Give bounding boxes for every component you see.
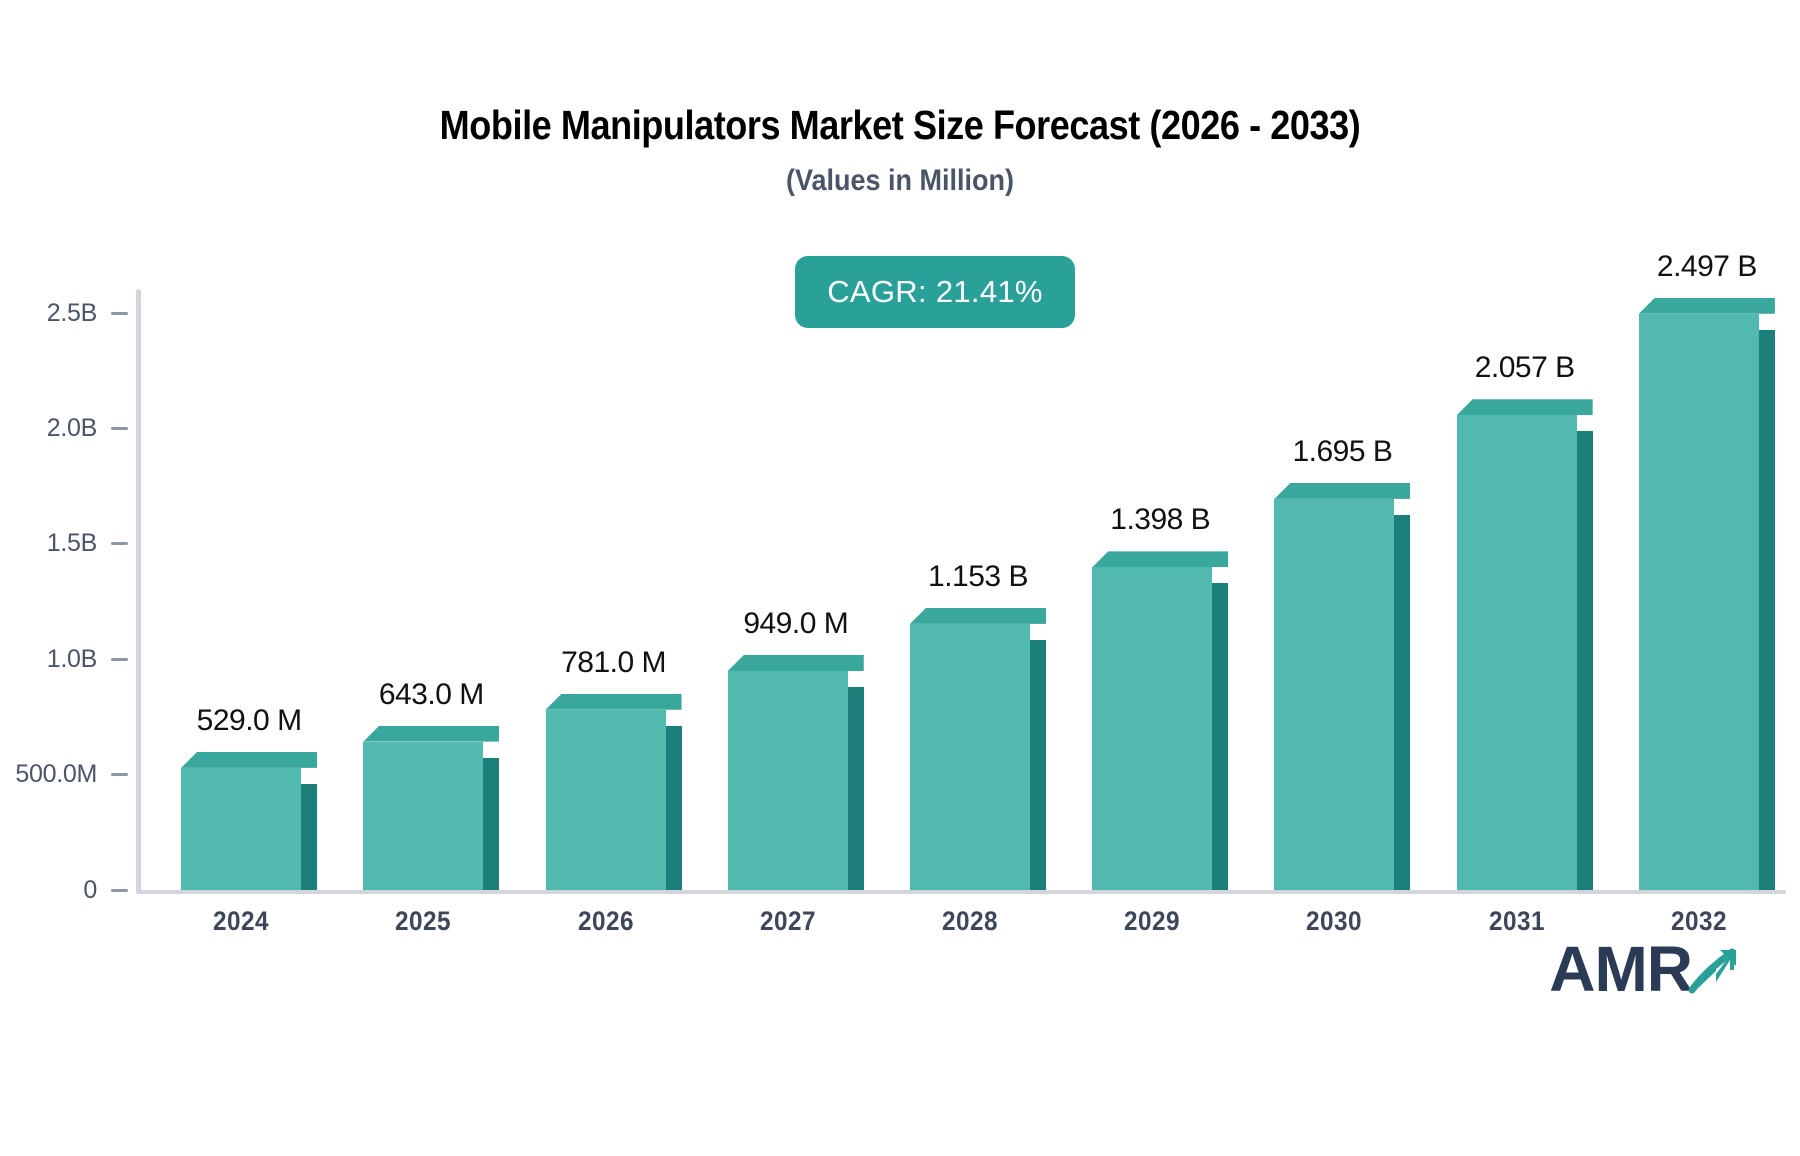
bar-column[interactable]: 1.398 B bbox=[1092, 503, 1229, 890]
cagr-badge: CAGR: 21.41% bbox=[795, 256, 1075, 328]
bar-top-face bbox=[910, 607, 1046, 624]
bar-front-face bbox=[1092, 567, 1213, 890]
bar-front-face bbox=[910, 623, 1030, 890]
x-axis-tick-label: 2032 bbox=[1670, 906, 1727, 936]
chart-header: Mobile Manipulators Market Size Forecast… bbox=[0, 105, 1800, 198]
x-axis-tick-label: 2030 bbox=[1306, 906, 1363, 936]
bar-column[interactable]: 1.695 B bbox=[1274, 435, 1411, 890]
bar-side-face bbox=[301, 783, 318, 890]
bar-value-label: 529.0 M bbox=[196, 703, 302, 737]
x-axis-tick-label: 2028 bbox=[942, 906, 998, 936]
x-axis-tick-label: 2031 bbox=[1488, 906, 1545, 936]
y-axis-tick-mark bbox=[111, 542, 128, 546]
y-axis-tick-mark bbox=[111, 311, 128, 315]
bar-top-face bbox=[1092, 551, 1229, 568]
bar-side-face bbox=[1758, 329, 1775, 890]
bar-top-face bbox=[727, 655, 864, 671]
page-title: Mobile Manipulators Market Size Forecast… bbox=[439, 102, 1361, 148]
amr-logo-text: AMR bbox=[1549, 933, 1693, 1005]
bar-value-label: 643.0 M bbox=[378, 677, 484, 711]
bar-column[interactable]: 781.0 M bbox=[545, 646, 682, 890]
bar-side-face bbox=[847, 687, 864, 890]
chart-subtitle: (Values in Million) bbox=[785, 164, 1015, 197]
x-axis-tick-label: 2025 bbox=[395, 906, 452, 936]
bar-front-face bbox=[545, 709, 666, 890]
bar-column[interactable]: 643.0 M bbox=[363, 678, 500, 890]
bar-column[interactable]: 2.057 B bbox=[1456, 351, 1593, 890]
y-axis-tick-label: 1.5B bbox=[46, 529, 98, 558]
bar-top-face bbox=[1274, 482, 1411, 499]
x-axis-tick-label: 2026 bbox=[577, 906, 634, 936]
bar-front-face bbox=[1638, 313, 1759, 890]
x-axis-tick-label: 2029 bbox=[1124, 906, 1181, 936]
y-axis-tick-mark bbox=[111, 657, 128, 661]
bar-column[interactable]: 2.497 B bbox=[1638, 250, 1775, 890]
bar-top-face bbox=[363, 725, 500, 742]
y-axis-tick-mark bbox=[111, 773, 128, 777]
bar-side-face bbox=[1394, 514, 1411, 890]
y-axis-tick-mark bbox=[111, 426, 128, 430]
bar-top-face bbox=[181, 751, 318, 768]
bar-front-face bbox=[363, 741, 484, 890]
y-axis-tick-label: 2.0B bbox=[46, 413, 98, 442]
bar-side-face bbox=[665, 725, 682, 890]
bar-value-label: 1.153 B bbox=[928, 559, 1028, 593]
x-axis-spine bbox=[136, 890, 1786, 894]
bar-value-label: 1.695 B bbox=[1292, 434, 1393, 468]
bar-front-face bbox=[1274, 498, 1395, 890]
x-axis-tick-label: 2024 bbox=[213, 906, 270, 936]
bar-side-face bbox=[1030, 639, 1046, 890]
bar-value-label: 781.0 M bbox=[561, 645, 666, 679]
y-axis-tick-label: 0 bbox=[83, 875, 97, 904]
amr-logo: AMR bbox=[1549, 932, 1738, 1006]
bar-value-label: 949.0 M bbox=[743, 607, 849, 640]
bar-front-face bbox=[181, 767, 302, 890]
y-axis-spine bbox=[136, 289, 141, 894]
bar-column[interactable]: 949.0 M bbox=[727, 607, 864, 890]
bar-value-label: 1.398 B bbox=[1110, 503, 1211, 537]
bar-front-face bbox=[727, 671, 848, 890]
y-axis-tick-label: 2.5B bbox=[46, 298, 98, 327]
bar-side-face bbox=[483, 757, 500, 890]
bar-value-label: 2.497 B bbox=[1656, 249, 1757, 283]
y-axis-tick-mark bbox=[111, 888, 128, 892]
bar-value-label: 2.057 B bbox=[1474, 351, 1575, 385]
y-axis-tick-label: 1.0B bbox=[46, 644, 98, 673]
x-axis-tick-label: 2027 bbox=[759, 906, 816, 936]
bar-top-face bbox=[1456, 399, 1593, 416]
bar-front-face bbox=[1456, 415, 1577, 890]
y-axis-tick-label: 500.0M bbox=[15, 760, 97, 789]
bar-side-face bbox=[1576, 431, 1593, 890]
bar-side-face bbox=[1212, 583, 1229, 890]
cagr-badge-label: CAGR: 21.41% bbox=[827, 274, 1043, 309]
growth-arrow-icon bbox=[1686, 944, 1738, 1001]
bar-top-face bbox=[1638, 297, 1775, 314]
bar-column[interactable]: 529.0 M bbox=[181, 704, 318, 890]
bar-column[interactable]: 1.153 B bbox=[910, 560, 1046, 890]
bar-top-face bbox=[545, 693, 682, 710]
